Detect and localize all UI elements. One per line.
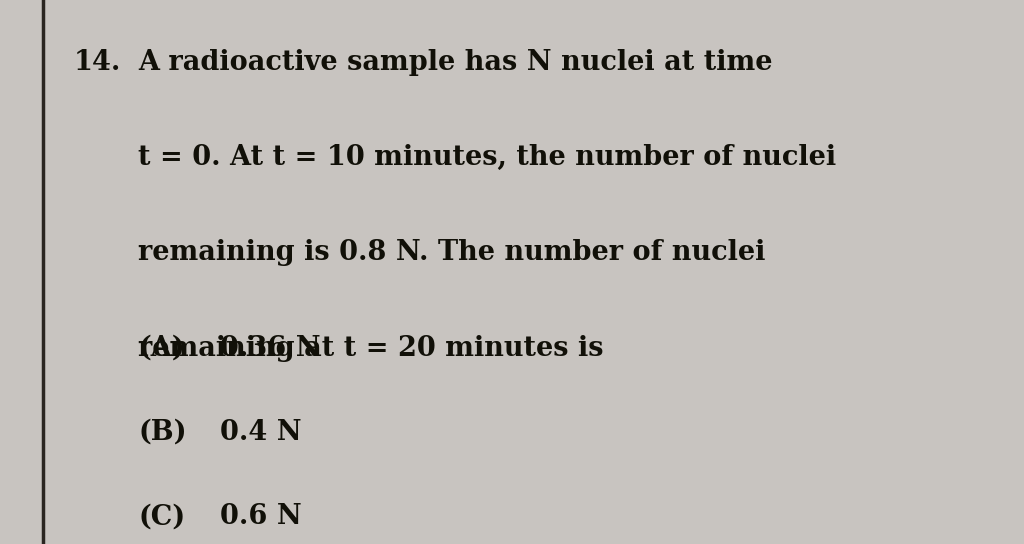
Text: (B): (B) bbox=[138, 419, 186, 446]
Text: 0.4 N: 0.4 N bbox=[220, 419, 302, 446]
Text: (A): (A) bbox=[138, 335, 185, 362]
Text: t = 0. At t = 10 minutes, the number of nuclei: t = 0. At t = 10 minutes, the number of … bbox=[138, 144, 837, 171]
Text: (C): (C) bbox=[138, 503, 185, 530]
Text: remaining at t = 20 minutes is: remaining at t = 20 minutes is bbox=[138, 335, 604, 362]
Text: A radioactive sample has N nuclei at time: A radioactive sample has N nuclei at tim… bbox=[138, 49, 773, 76]
Text: remaining is 0.8 N. The number of nuclei: remaining is 0.8 N. The number of nuclei bbox=[138, 239, 766, 267]
Text: 0.36 N: 0.36 N bbox=[220, 335, 321, 362]
Text: 14.: 14. bbox=[74, 49, 121, 76]
Text: 0.6 N: 0.6 N bbox=[220, 503, 302, 530]
